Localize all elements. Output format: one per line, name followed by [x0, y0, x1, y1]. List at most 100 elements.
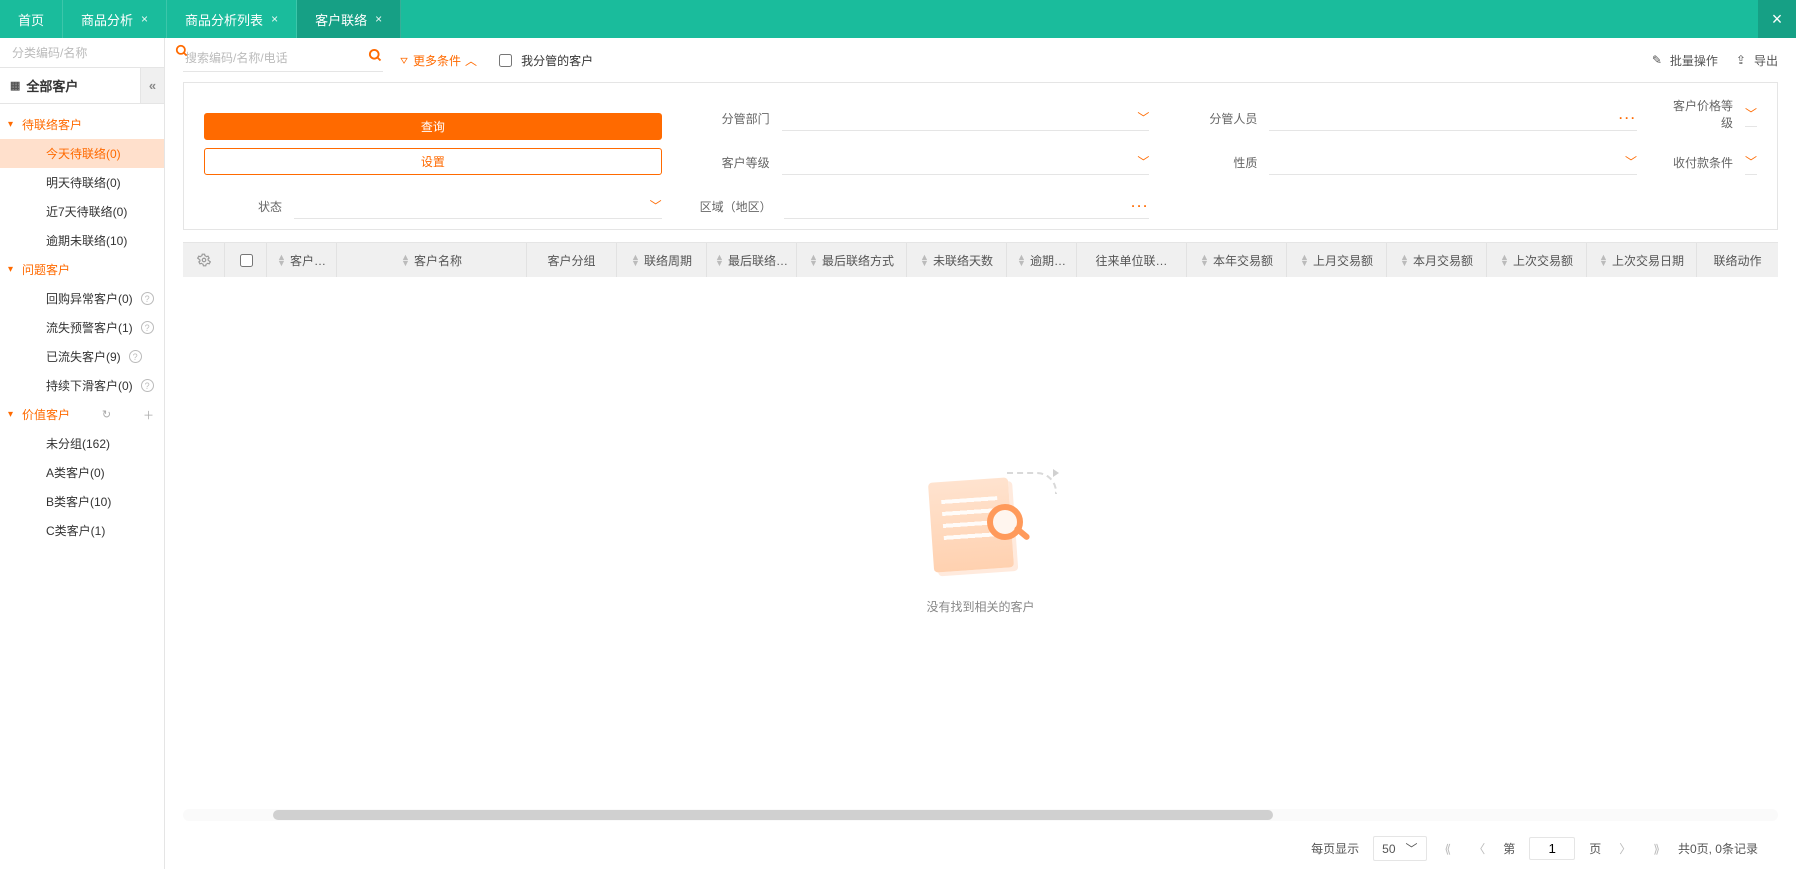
- search-icon[interactable]: [175, 44, 189, 61]
- next-page-button[interactable]: 〉: [1615, 840, 1635, 857]
- close-all-tabs-button[interactable]: ×: [1758, 0, 1796, 38]
- query-button[interactable]: 查询: [204, 113, 662, 140]
- filter-select[interactable]: ﹀: [1269, 149, 1637, 175]
- sidebar-search-input[interactable]: [10, 45, 169, 61]
- first-page-button[interactable]: ⟪: [1441, 842, 1456, 856]
- filter-select[interactable]: ﹀: [1745, 101, 1757, 127]
- col-label: 联络周期: [644, 252, 692, 269]
- batch-action-label: 批量操作: [1670, 52, 1718, 69]
- mine-only-checkbox[interactable]: 我分管的客户: [495, 51, 593, 70]
- page-size-select[interactable]: 50 ﹀: [1373, 836, 1426, 861]
- help-icon[interactable]: ?: [129, 350, 142, 363]
- filter-department: 分管部门 ﹀: [692, 105, 1150, 131]
- filter-select[interactable]: ﹀: [782, 149, 1150, 175]
- col-label: 联络动作: [1713, 252, 1761, 269]
- col-customer-name[interactable]: ▲▼客户名称: [337, 243, 527, 277]
- sidebar-item-tomorrow[interactable]: 明天待联络(0): [0, 168, 164, 197]
- sidebar-group-problem[interactable]: 问题客户: [0, 255, 164, 284]
- col-days-no-contact[interactable]: ▲▼未联络天数: [907, 243, 1007, 277]
- filter-lookup[interactable]: ···: [784, 193, 1150, 219]
- sidebar-item-repurchase-abnormal[interactable]: 回购异常客户(0) ?: [0, 284, 164, 313]
- filter-lookup[interactable]: ···: [1269, 105, 1637, 131]
- refresh-icon[interactable]: [102, 408, 111, 421]
- tab-product-analysis-list[interactable]: 商品分析列表 ×: [167, 0, 297, 38]
- filter-label: 状态: [204, 198, 282, 215]
- table-header-row: ▲▼客户… ▲▼客户名称 客户分组 ▲▼联络周期 ▲▼最后联络… ▲▼最后联络方…: [183, 243, 1778, 277]
- col-last-txn-amount[interactable]: ▲▼上次交易额: [1487, 243, 1587, 277]
- tab-customer-contact[interactable]: 客户联络 ×: [297, 0, 401, 38]
- close-icon[interactable]: ×: [375, 12, 382, 26]
- col-this-month-txn[interactable]: ▲▼本月交易额: [1387, 243, 1487, 277]
- help-icon[interactable]: ?: [141, 292, 154, 305]
- last-page-button[interactable]: ⟫: [1649, 842, 1664, 856]
- sidebar-item-ungrouped[interactable]: 未分组(162): [0, 429, 164, 458]
- select-all-checkbox[interactable]: [225, 243, 267, 277]
- col-contact-action[interactable]: 联络动作: [1697, 243, 1778, 277]
- export-button[interactable]: 导出: [1736, 52, 1778, 69]
- filter-status: 状态 ﹀: [204, 193, 662, 219]
- select-all-input[interactable]: [240, 254, 253, 267]
- empty-state: 没有找到相关的客户: [183, 277, 1778, 807]
- filter-region: 区域（地区） ···: [692, 193, 1150, 219]
- help-icon[interactable]: ?: [141, 321, 154, 334]
- filter-select[interactable]: ﹀: [782, 105, 1150, 131]
- gear-icon: [197, 253, 211, 267]
- mine-only-input[interactable]: [499, 54, 512, 67]
- filter-label: 分管部门: [692, 110, 770, 127]
- sidebar-item-class-a[interactable]: A类客户(0): [0, 458, 164, 487]
- col-contact-cycle[interactable]: ▲▼联络周期: [617, 243, 707, 277]
- tab-product-analysis[interactable]: 商品分析 ×: [63, 0, 167, 38]
- collapse-sidebar-button[interactable]: «: [140, 68, 164, 103]
- column-settings-button[interactable]: [183, 243, 225, 277]
- sidebar-group-value[interactable]: 价值客户: [0, 400, 164, 429]
- horizontal-scrollbar[interactable]: [183, 809, 1778, 821]
- col-customer-code[interactable]: ▲▼客户…: [267, 243, 337, 277]
- sidebar-item-churn-warning[interactable]: 流失预警客户(1) ?: [0, 313, 164, 342]
- col-last-txn-date[interactable]: ▲▼上次交易日期: [1587, 243, 1697, 277]
- sidebar-tree: 待联络客户 今天待联络(0) 明天待联络(0) 近7天待联络(0) 逾期未联络(…: [0, 104, 164, 551]
- sidebar-item-7days[interactable]: 近7天待联络(0): [0, 197, 164, 226]
- filter-label: 分管人员: [1179, 110, 1257, 127]
- sidebar-item-overdue[interactable]: 逾期未联络(10): [0, 226, 164, 255]
- col-year-txn[interactable]: ▲▼本年交易额: [1187, 243, 1287, 277]
- col-label: 最后联络方式: [822, 252, 894, 269]
- more-conditions-toggle[interactable]: 更多条件 ︿: [401, 52, 477, 69]
- tab-label: 商品分析: [81, 10, 133, 29]
- add-icon[interactable]: [143, 407, 154, 423]
- sidebar-item-label: 近7天待联络(0): [46, 203, 127, 220]
- sidebar-item-class-b[interactable]: B类客户(10): [0, 487, 164, 516]
- help-icon[interactable]: ?: [141, 379, 154, 392]
- close-icon[interactable]: ×: [141, 12, 148, 26]
- page-number-input[interactable]: [1529, 837, 1575, 860]
- batch-action-button[interactable]: 批量操作: [1652, 52, 1718, 69]
- col-label: 本月交易额: [1413, 252, 1473, 269]
- sidebar-group-pending[interactable]: 待联络客户: [0, 110, 164, 139]
- filter-price-level: 客户价格等级 ﹀: [1667, 97, 1757, 131]
- sidebar-search: [0, 38, 164, 68]
- col-label: 往来单位联…: [1095, 252, 1167, 269]
- col-label: 未联络天数: [933, 252, 993, 269]
- col-customer-group[interactable]: 客户分组: [527, 243, 617, 277]
- prev-page-button[interactable]: 〈: [1469, 840, 1489, 857]
- col-last-month-txn[interactable]: ▲▼上月交易额: [1287, 243, 1387, 277]
- filter-select[interactable]: ﹀: [1745, 149, 1757, 175]
- scrollbar-thumb[interactable]: [273, 810, 1273, 820]
- filter-customer-level: 客户等级 ﹀: [692, 149, 1150, 175]
- search-input[interactable]: [183, 50, 362, 66]
- col-label: 客户…: [290, 252, 326, 269]
- sidebar-item-declining[interactable]: 持续下滑客户(0) ?: [0, 371, 164, 400]
- col-last-contact[interactable]: ▲▼最后联络…: [707, 243, 797, 277]
- col-last-contact-method[interactable]: ▲▼最后联络方式: [797, 243, 907, 277]
- tab-home[interactable]: 首页: [0, 0, 63, 38]
- sidebar-header: ▦ 全部客户 «: [0, 68, 164, 104]
- filter-select[interactable]: ﹀: [294, 193, 662, 219]
- col-overdue[interactable]: ▲▼逾期…: [1007, 243, 1077, 277]
- col-partner-contact[interactable]: 往来单位联…: [1077, 243, 1187, 277]
- search-icon[interactable]: [368, 48, 383, 67]
- sidebar-item-label: 流失预警客户(1): [46, 319, 133, 336]
- settings-button[interactable]: 设置: [204, 148, 662, 175]
- close-icon[interactable]: ×: [271, 12, 278, 26]
- sidebar-item-today[interactable]: 今天待联络(0): [0, 139, 164, 168]
- sidebar-item-churned[interactable]: 已流失客户(9) ?: [0, 342, 164, 371]
- sidebar-item-class-c[interactable]: C类客户(1): [0, 516, 164, 545]
